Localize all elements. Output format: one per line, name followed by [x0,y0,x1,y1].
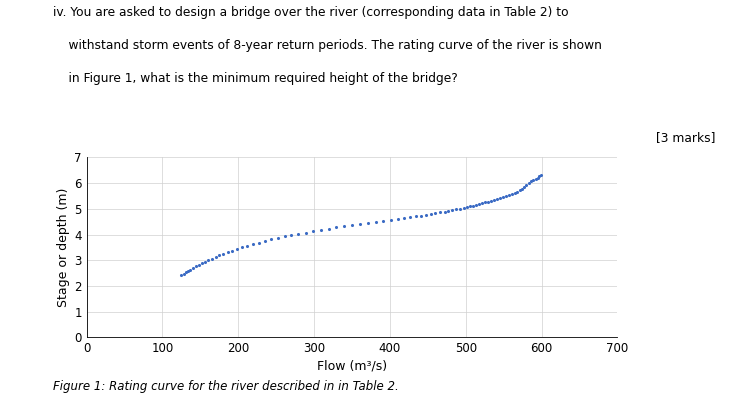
Point [193,262,205,268]
Text: Figure 1: Rating curve for the river described in in Table 2.: Figure 1: Rating curve for the river des… [53,380,398,393]
Point [230,246,242,252]
Point [506,191,518,198]
Point [398,215,410,221]
Point [206,256,218,262]
Point [217,251,229,257]
Point [491,196,503,202]
Point [178,270,190,277]
Point [458,204,470,211]
Point [485,198,497,204]
Point [209,254,221,260]
Point [199,258,211,265]
Point [175,272,187,279]
Point [454,205,466,212]
Point [279,233,291,240]
Point [242,243,254,249]
Point [346,222,358,228]
Point [482,198,494,205]
Point [434,209,446,216]
Point [392,216,404,222]
Y-axis label: Stage or depth (m): Stage or depth (m) [57,188,70,307]
Point [533,173,545,180]
Point [187,265,199,271]
Point [385,216,397,223]
Point [265,236,277,243]
Point [180,269,192,276]
Point [415,212,427,219]
Point [315,227,327,233]
Point [362,220,374,226]
Text: in Figure 1, what is the minimum required height of the bridge?: in Figure 1, what is the minimum require… [53,72,458,85]
Point [338,223,350,229]
Point [429,210,441,216]
Point [470,202,482,208]
Point [527,177,539,183]
Point [476,200,488,207]
Point [450,206,462,213]
Text: [3 marks]: [3 marks] [656,131,715,144]
Point [479,199,491,206]
Point [370,218,382,225]
Point [532,174,544,181]
Point [425,211,437,217]
Point [285,232,297,238]
Point [213,252,225,258]
Point [226,247,238,254]
Point [516,185,528,192]
Point [514,187,526,193]
Point [497,194,509,200]
Point [529,175,541,182]
Point [494,195,506,202]
Point [190,263,202,270]
Point [523,180,535,187]
Point [272,235,284,241]
Text: withstand storm events of 8-year return periods. The rating curve of the river i: withstand storm events of 8-year return … [53,39,602,52]
Point [300,229,312,236]
Point [410,213,422,220]
Point [509,190,521,196]
Point [520,182,532,188]
Point [488,197,500,203]
Point [196,260,208,267]
Point [184,266,197,273]
Point [525,178,537,184]
Point [221,249,233,255]
Point [247,241,259,247]
Point [307,228,319,234]
Point [464,203,476,209]
Point [535,172,547,179]
Point [253,239,265,246]
Point [446,207,458,213]
Point [377,218,389,224]
Point [473,201,485,207]
Point [236,244,248,250]
Point [259,238,271,244]
Point [511,189,523,195]
Point [467,202,479,209]
Point [500,193,512,200]
Point [518,184,530,190]
Point [322,225,334,232]
Point [503,192,515,198]
Text: iv. You are asked to design a bridge over the river (corresponding data in Table: iv. You are asked to design a bridge ove… [53,6,569,19]
Point [330,224,342,231]
Point [202,257,214,263]
Point [292,231,304,237]
Point [404,214,416,220]
Point [461,204,473,210]
Point [182,267,194,274]
X-axis label: Flow (m³/s): Flow (m³/s) [317,360,387,373]
Point [438,209,450,215]
Point [355,220,367,227]
Point [420,211,432,218]
Point [442,208,454,214]
